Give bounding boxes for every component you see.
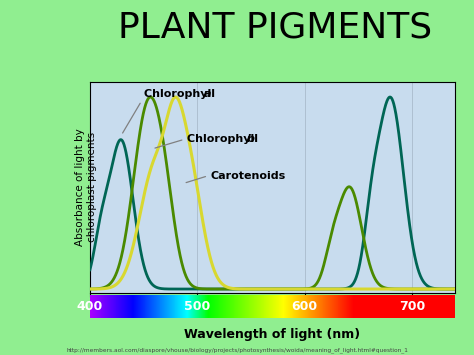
Text: 600: 600	[292, 300, 318, 313]
Text: Wavelength of light (nm): Wavelength of light (nm)	[184, 328, 361, 341]
Text: b: b	[247, 134, 255, 144]
Text: 400: 400	[77, 300, 103, 313]
Text: 700: 700	[399, 300, 425, 313]
Y-axis label: Absorbance of light by
chloroplast pigments: Absorbance of light by chloroplast pigme…	[75, 129, 97, 246]
Text: Chlorophyll: Chlorophyll	[144, 89, 219, 99]
Text: a: a	[204, 89, 211, 99]
Text: Carotenoids: Carotenoids	[210, 171, 285, 181]
Text: Chlorophyll: Chlorophyll	[187, 134, 262, 144]
Text: 500: 500	[184, 300, 210, 313]
Text: PLANT PIGMENTS: PLANT PIGMENTS	[118, 11, 432, 45]
Text: http://members.aol.com/diaspore/vhouse/biology/projects/photosynthesis/woida/mea: http://members.aol.com/diaspore/vhouse/b…	[66, 348, 408, 353]
